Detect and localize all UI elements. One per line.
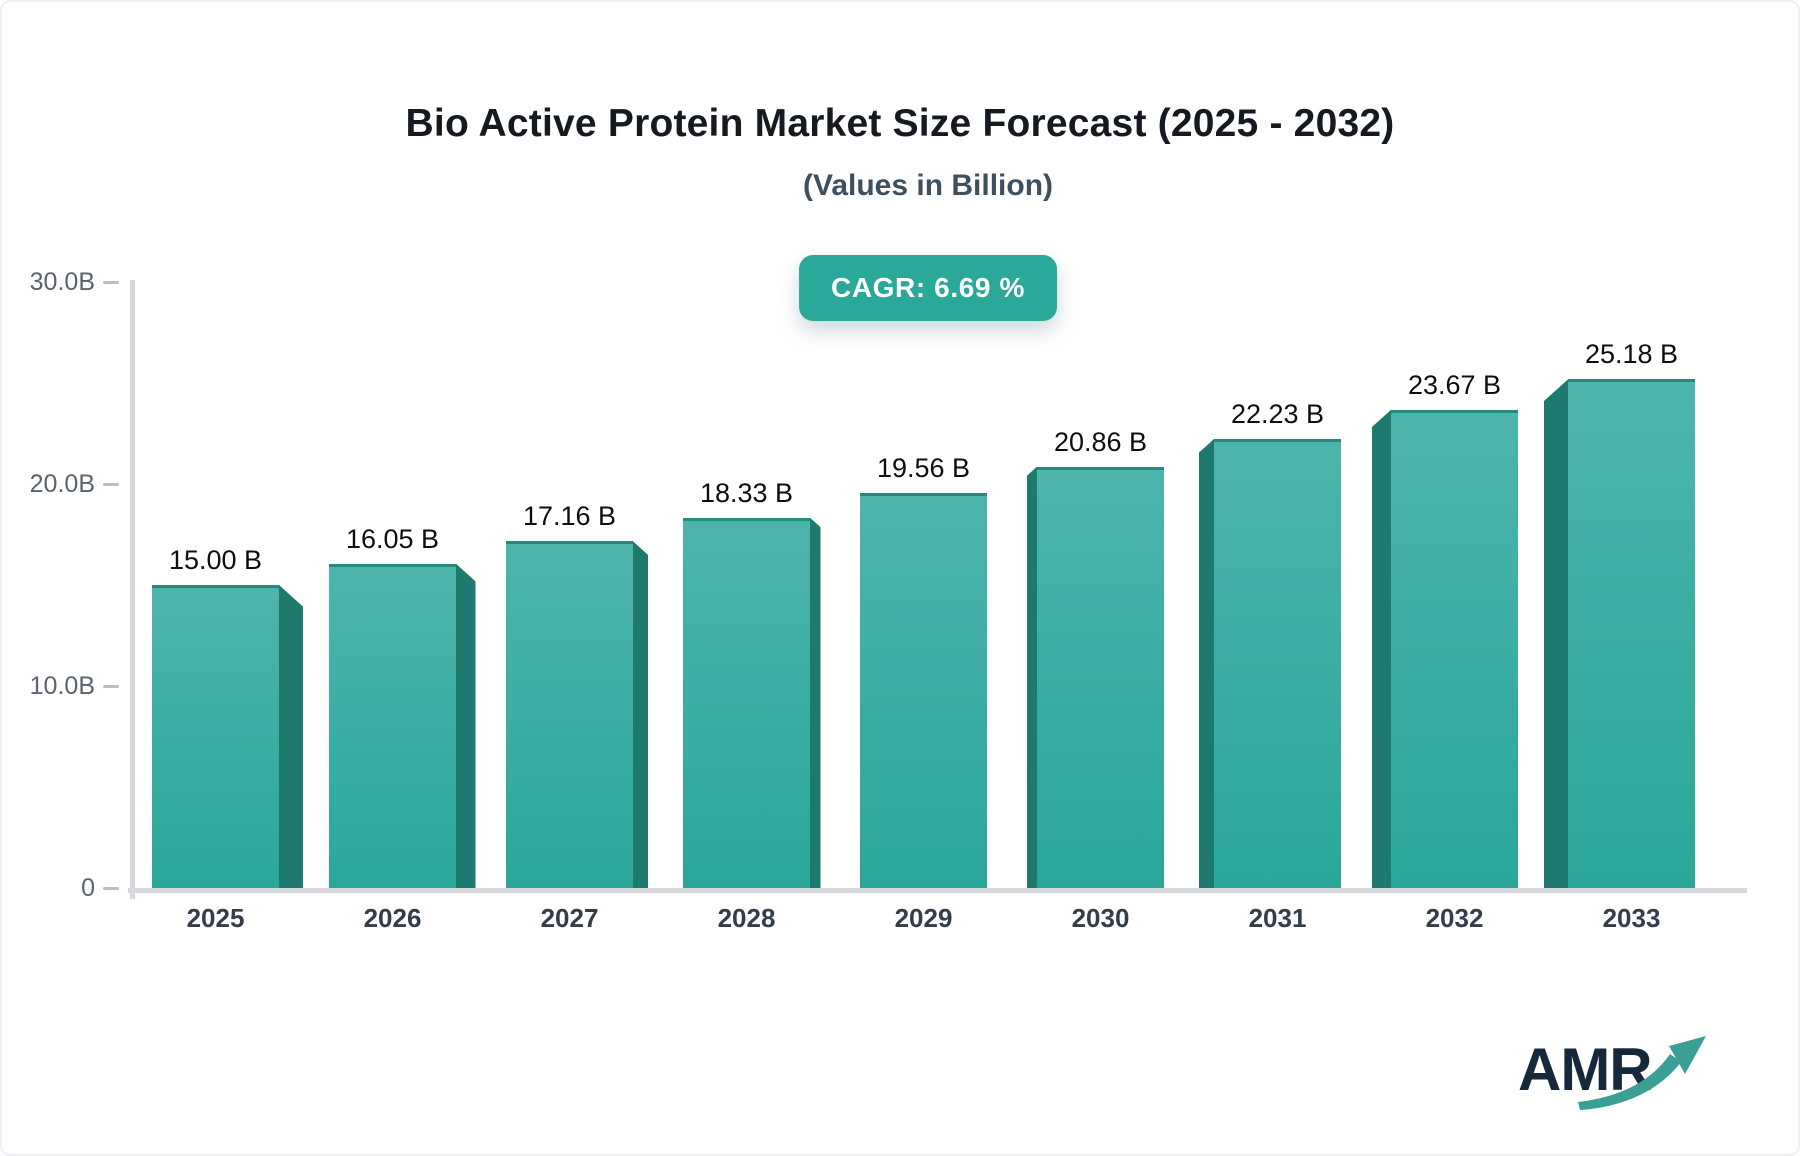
bar-side-2030 (1026, 466, 1037, 892)
bar-value-label: 23.67 B (1407, 369, 1502, 400)
cagr-badge: CAGR: 6.69 % (799, 255, 1057, 321)
y-tick-label: 30.0B (29, 268, 95, 296)
x-axis-label-2031: 2031 (1248, 903, 1307, 933)
x-axis-label-2030: 2030 (1071, 903, 1130, 933)
bar-2033 (1568, 379, 1695, 892)
bar-value-label: 18.33 B (699, 477, 794, 508)
x-axis-label-2026: 2026 (363, 903, 422, 933)
y-tick-dash (103, 281, 119, 284)
x-axis-label-2025: 2025 (186, 903, 245, 933)
bar-2028 (683, 517, 810, 892)
y-tick-dash (103, 685, 119, 688)
bar-2025 (152, 585, 279, 892)
bar-2029 (860, 492, 987, 892)
bar-value-label: 16.05 B (345, 523, 440, 554)
bar-value-label: 22.23 B (1230, 398, 1325, 429)
bar-side-2032 (1371, 409, 1391, 892)
y-tick-dash (103, 887, 119, 890)
bar-2032 (1391, 409, 1518, 892)
bar-side-2026 (456, 563, 476, 892)
x-axis-label-2027: 2027 (540, 903, 599, 933)
amr-logo-graphic: AMR (1518, 1036, 1706, 1110)
chart-subtitle: (Values in Billion) (802, 169, 1054, 202)
bar-value-label: 17.16 B (522, 501, 617, 532)
amr-logo-arrow-head (1669, 1036, 1706, 1074)
bar-side-2031 (1199, 438, 1214, 892)
chart-title: Bio Active Protein Market Size Forecast … (405, 102, 1395, 145)
y-tick-label: 0 (81, 874, 95, 902)
bar-2031 (1214, 438, 1341, 892)
bar-2030 (1037, 466, 1164, 892)
y-axis-line (130, 280, 135, 899)
y-tick-dash (103, 483, 119, 486)
y-tick-label: 10.0B (29, 672, 95, 700)
bar-value-label: 19.56 B (876, 452, 971, 483)
x-axis-label-2028: 2028 (717, 903, 776, 933)
bar-side-2028 (810, 517, 821, 892)
bar-value-label: 15.00 B (168, 545, 263, 575)
x-axis-line (128, 888, 1747, 893)
bar-side-2033 (1544, 379, 1568, 892)
x-axis-label-2032: 2032 (1425, 903, 1484, 933)
bar-value-label: 20.86 B (1053, 426, 1148, 457)
amr-logo: AMR (1514, 1028, 1714, 1112)
bar-side-2027 (633, 541, 648, 892)
bar-value-label: 25.18 B (1584, 339, 1679, 370)
bar-side-2025 (279, 585, 303, 892)
x-axis-label-2033: 2033 (1602, 903, 1661, 933)
y-tick-label: 20.0B (29, 470, 95, 498)
x-axis-label-2029: 2029 (894, 903, 953, 933)
bar-2027 (506, 541, 633, 892)
bar-2026 (329, 563, 456, 892)
amr-logo-arrow-swoosh (1578, 1054, 1681, 1110)
